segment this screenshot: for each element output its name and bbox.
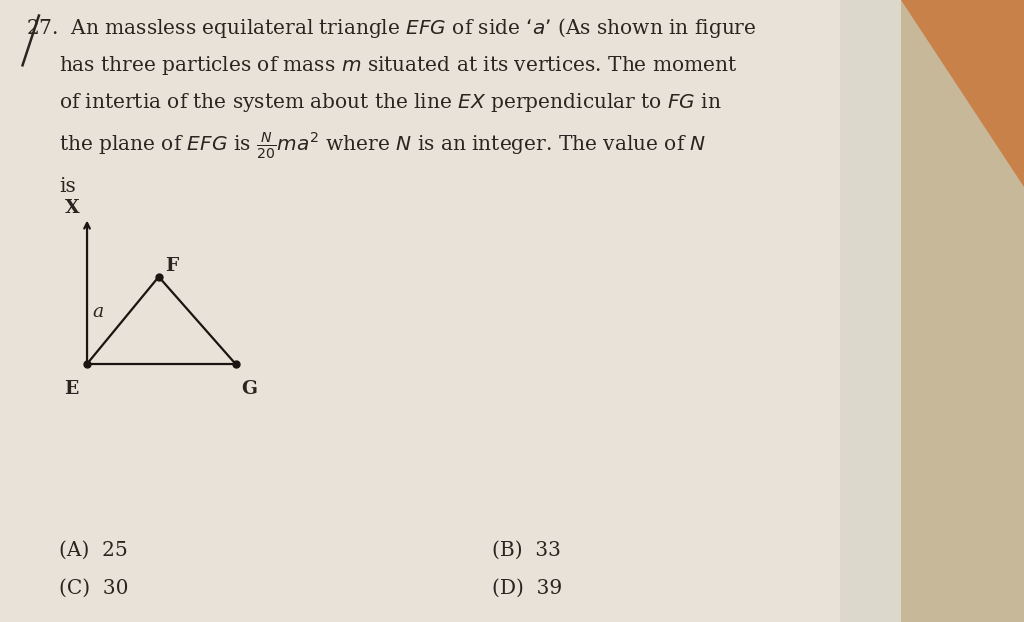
Text: F: F [165,256,178,274]
Point [151,272,167,282]
Bar [0,0,901,622]
Text: the plane of $EFG$ is $\frac{N}{20}ma^2$ where $N$ is an integer. The value of $: the plane of $EFG$ is $\frac{N}{20}ma^2$… [59,131,707,161]
Text: E: E [65,379,79,397]
Text: (B)  33: (B) 33 [492,541,560,560]
Text: (C)  30: (C) 30 [59,578,129,597]
Point [79,359,95,369]
Text: 27.  An massless equilateral triangle $EFG$ of side ‘$a$’ (As shown in figure: 27. An massless equilateral triangle $EF… [26,16,756,40]
Bar [840,0,901,622]
Text: (D)  39: (D) 39 [492,578,562,597]
Text: X: X [65,198,79,216]
Text: of intertia of the system about the line $EX$ perpendicular to $FG$ in: of intertia of the system about the line… [59,91,722,114]
Text: (A)  25: (A) 25 [59,541,128,560]
Text: a: a [92,303,103,321]
Point [227,359,244,369]
Polygon shape [901,0,1024,187]
Text: has three particles of mass $m$ situated at its vertices. The moment: has three particles of mass $m$ situated… [59,54,738,77]
Text: is: is [59,177,76,196]
Text: G: G [242,379,258,397]
